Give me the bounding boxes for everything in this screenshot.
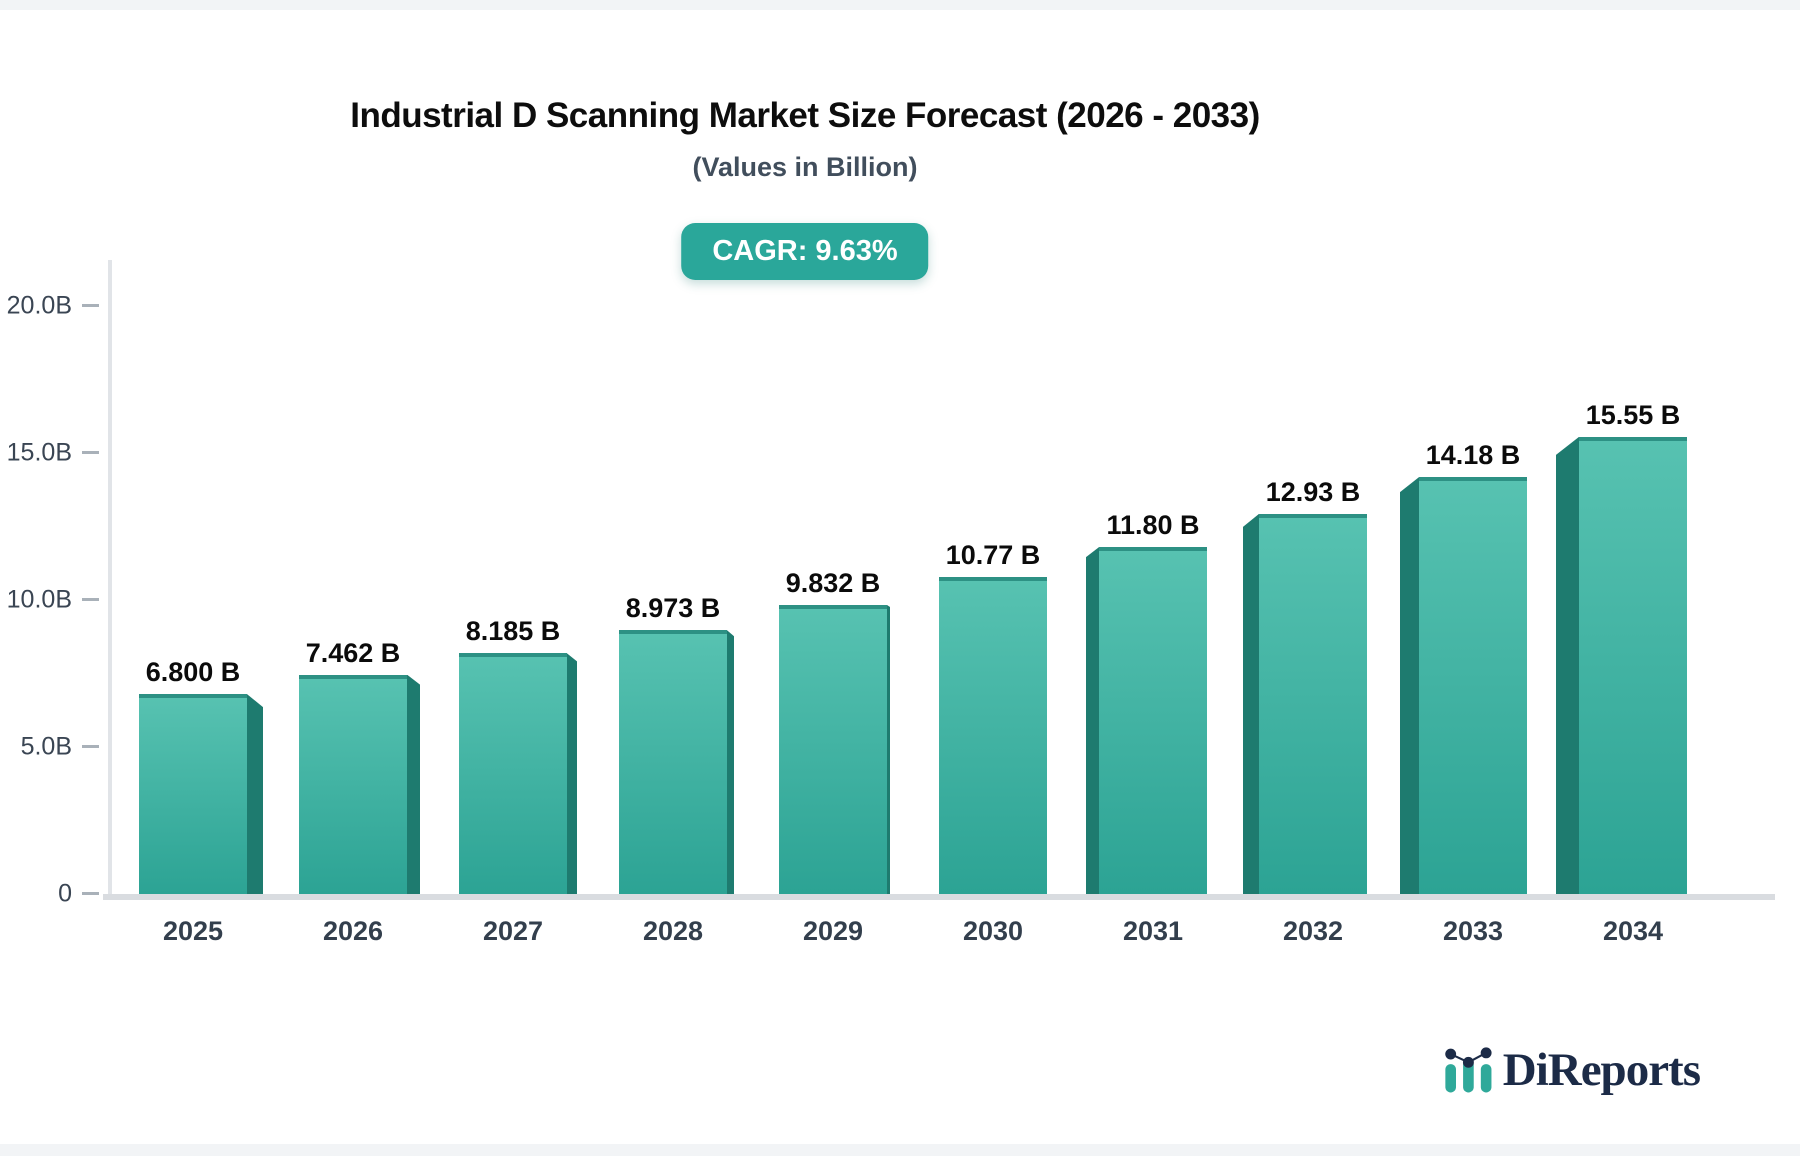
chart-header: Industrial D Scanning Market Size Foreca… — [350, 96, 1260, 280]
bar-3d-side — [1243, 513, 1259, 894]
x-axis-label: 2030 — [962, 916, 1024, 946]
cagr-badge: CAGR: 9.63% — [681, 223, 929, 280]
y-axis-line — [108, 260, 112, 894]
y-tick-label: 20.0B — [6, 291, 72, 320]
bar-group: 14.18 B 2033 — [1393, 306, 1553, 946]
bar-value-label: 6.800 B — [145, 657, 241, 688]
chart-subtitle: (Values in Billion) — [692, 152, 918, 182]
bar-value-label: 14.18 B — [1425, 440, 1521, 471]
y-tick-label: 5.0B — [20, 732, 72, 761]
bar-3d-side — [567, 653, 577, 894]
bar-group: 6.800 B 2025 — [113, 306, 273, 946]
bar-3d-side — [887, 604, 890, 894]
y-tick-dash — [82, 892, 99, 895]
x-axis-label: 2025 — [162, 916, 224, 946]
x-axis-label: 2032 — [1282, 916, 1344, 946]
bar-value-label: 15.55 B — [1585, 399, 1681, 430]
x-axis-label: 2028 — [642, 916, 704, 946]
bar-group: 15.55 B 2034 — [1553, 306, 1713, 946]
chart-card: Industrial D Scanning Market Size Foreca… — [0, 10, 1800, 1144]
bar-3d-side — [1086, 547, 1099, 894]
bar-value-label: 12.93 B — [1265, 476, 1361, 507]
bar-3d-side — [407, 674, 420, 894]
bar-value-label: 7.462 B — [305, 637, 401, 668]
bar-3d-side — [1400, 477, 1419, 894]
bar-group: 8.185 B 2027 — [433, 306, 593, 946]
bar: 10.77 B — [939, 540, 1047, 894]
bars-container: 6.800 B 2025 7.462 B 2026 8.185 B 2027 8.973 B… — [113, 306, 1713, 946]
bar-group: 9.832 B 2029 — [753, 306, 913, 946]
x-axis-label: 2027 — [482, 916, 544, 946]
bar-value-label: 10.77 B — [945, 540, 1041, 571]
bar-value-label: 8.973 B — [625, 593, 721, 624]
x-axis-baseline — [103, 894, 1775, 900]
bar-value-label: 8.185 B — [465, 616, 561, 647]
bar-3d-side — [247, 694, 263, 894]
bar: 7.462 B — [299, 638, 420, 894]
y-tick-dash — [82, 304, 99, 307]
y-tick-label: 0 — [58, 879, 72, 908]
bar: 12.93 B — [1243, 477, 1367, 894]
bar: 9.832 B — [779, 568, 890, 894]
bar-group: 7.462 B 2026 — [273, 306, 433, 946]
chart-title: Industrial D Scanning Market Size Foreca… — [350, 96, 1260, 135]
x-axis-label: 2033 — [1442, 916, 1504, 946]
brand-logo-text: DiReports — [1502, 1044, 1701, 1096]
bar: 15.55 B — [1556, 400, 1687, 894]
y-tick-label: 15.0B — [6, 438, 72, 467]
bar: 8.973 B — [619, 593, 734, 894]
bar-group: 12.93 B 2032 — [1233, 306, 1393, 946]
x-axis-label: 2034 — [1602, 916, 1664, 946]
x-axis-label: 2026 — [322, 916, 384, 946]
bar-3d-side — [1556, 436, 1579, 894]
bar: 6.800 B — [139, 657, 263, 894]
mini-bar-chart-icon — [1444, 1047, 1492, 1093]
y-tick-label: 10.0B — [6, 585, 72, 614]
bar-3d-side — [727, 630, 734, 894]
bar-value-label: 9.832 B — [785, 567, 881, 598]
y-tick-dash — [82, 598, 99, 601]
bar-group: 10.77 B 2030 — [913, 306, 1073, 946]
x-axis-label: 2031 — [1122, 916, 1184, 946]
y-tick-dash — [82, 451, 99, 454]
bar: 14.18 B — [1400, 440, 1527, 894]
x-axis-label: 2029 — [802, 916, 864, 946]
bar: 11.80 B — [1086, 510, 1207, 894]
bar-group: 8.973 B 2028 — [593, 306, 753, 946]
bar: 8.185 B — [459, 616, 577, 894]
bar-value-label: 11.80 B — [1106, 510, 1200, 541]
brand-logo: DiReports — [1443, 1044, 1701, 1096]
bar-group: 11.80 B 2031 — [1073, 306, 1233, 946]
plot-area: 20.0B 15.0B 10.0B 5.0B 0 6.800 B 2025 7.462 B 2… — [7, 260, 1775, 946]
y-tick-dash — [82, 745, 99, 748]
